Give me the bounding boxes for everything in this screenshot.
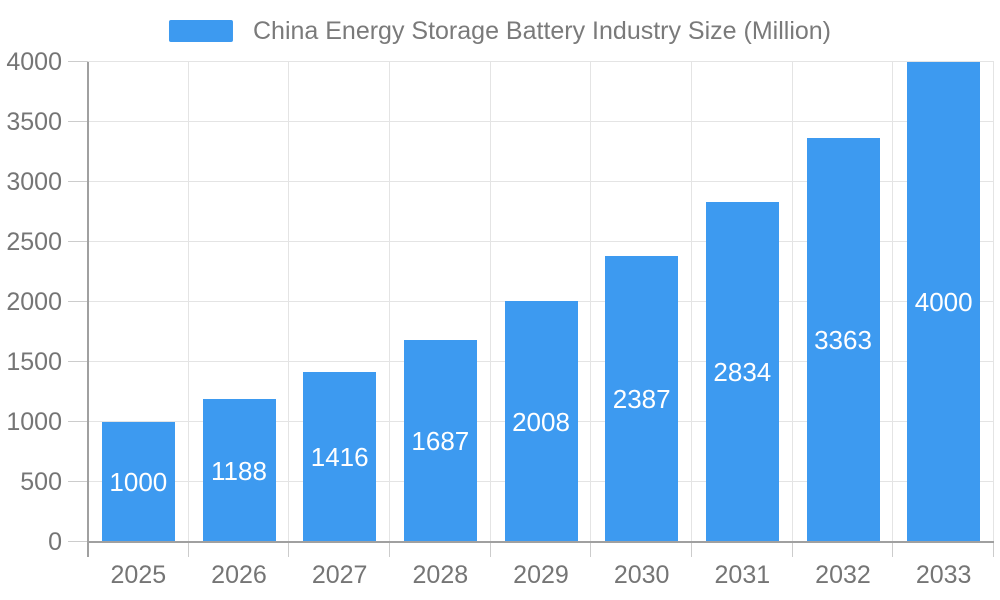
bar[interactable]	[806, 138, 880, 542]
legend-item[interactable]: China Energy Storage Battery Industry Si…	[168, 16, 832, 46]
h-gridline	[88, 181, 994, 182]
x-tick-label: 2025	[110, 561, 167, 589]
bar[interactable]	[303, 372, 377, 542]
x-axis-tick	[288, 542, 290, 557]
v-gridline	[791, 62, 793, 542]
v-gridline	[288, 62, 290, 542]
y-tick-label: 500	[20, 468, 62, 496]
y-tick-label: 1000	[6, 408, 62, 436]
y-axis-tick	[68, 361, 88, 362]
v-gridline	[993, 62, 994, 542]
y-axis-tick	[68, 421, 88, 422]
bar[interactable]	[202, 399, 276, 542]
bar[interactable]	[504, 301, 578, 542]
v-gridline	[187, 62, 189, 542]
y-tick-label: 3000	[6, 168, 62, 196]
x-tick-label: 2028	[412, 561, 469, 589]
y-axis-tick	[68, 301, 88, 302]
v-gridline	[892, 62, 894, 542]
v-gridline	[691, 62, 692, 542]
x-axis-tick	[791, 542, 793, 557]
x-tick-label: 2032	[815, 561, 871, 589]
x-tick-label: 2026	[211, 561, 267, 589]
y-axis-tick	[68, 181, 88, 182]
x-axis-tick	[389, 542, 390, 557]
x-tick-label: 2033	[915, 561, 972, 589]
x-tick-label: 2031	[714, 561, 771, 589]
y-tick-label: 3500	[6, 108, 62, 136]
x-axis-line	[87, 541, 994, 543]
y-tick-label: 1500	[6, 348, 62, 376]
x-axis-tick	[892, 542, 894, 557]
bar[interactable]	[907, 62, 981, 542]
y-axis-line	[87, 62, 89, 557]
x-tick-label: 2027	[311, 561, 368, 589]
v-gridline	[489, 62, 491, 542]
legend-label: China Energy Storage Battery Industry Si…	[252, 17, 832, 45]
bar[interactable]	[705, 201, 779, 542]
x-tick-label: 2029	[513, 561, 569, 589]
y-axis-tick	[68, 61, 88, 62]
y-axis-tick	[68, 541, 88, 542]
h-gridline	[88, 121, 994, 122]
y-axis-tick	[68, 241, 88, 242]
bar[interactable]	[101, 422, 175, 542]
x-axis-tick	[993, 542, 994, 557]
y-tick-label: 2000	[6, 288, 62, 316]
v-gridline	[389, 62, 390, 542]
x-tick-label: 2030	[613, 561, 670, 589]
h-gridline	[88, 241, 994, 242]
bar[interactable]	[403, 339, 477, 542]
y-tick-label: 4000	[6, 48, 62, 76]
legend-swatch	[168, 20, 233, 42]
x-axis-tick	[590, 542, 592, 557]
h-gridline	[88, 61, 994, 62]
x-axis-tick	[691, 542, 692, 557]
y-tick-label: 2500	[6, 228, 62, 256]
y-axis-tick	[68, 481, 88, 482]
bar[interactable]	[605, 255, 679, 542]
x-axis-tick	[187, 542, 189, 557]
x-axis-tick	[489, 542, 491, 557]
y-axis-tick	[68, 121, 88, 122]
v-gridline	[590, 62, 592, 542]
y-tick-label: 0	[48, 528, 62, 556]
